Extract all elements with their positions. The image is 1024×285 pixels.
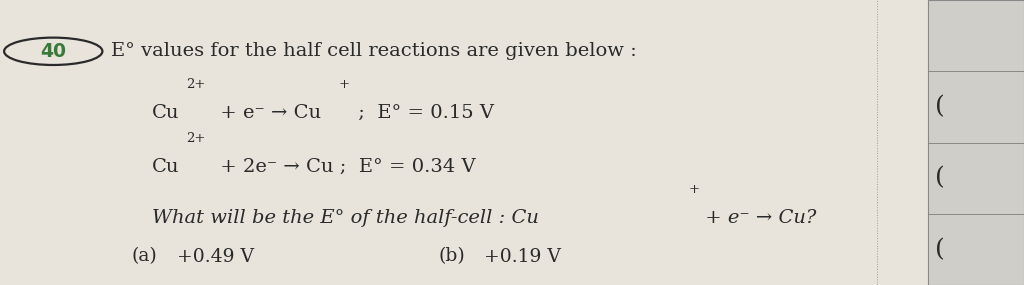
- Text: +: +: [688, 183, 699, 196]
- Text: (b): (b): [438, 247, 465, 266]
- Text: 40: 40: [40, 42, 67, 61]
- Text: +: +: [339, 78, 350, 91]
- Text: (: (: [935, 167, 945, 190]
- Text: 2+: 2+: [186, 78, 206, 91]
- Text: + 2e⁻ → Cu ;  E° = 0.34 V: + 2e⁻ → Cu ; E° = 0.34 V: [214, 158, 475, 176]
- Text: + e⁻ → Cu?: + e⁻ → Cu?: [699, 209, 817, 227]
- Circle shape: [4, 38, 102, 65]
- Text: Cu: Cu: [152, 103, 179, 122]
- Text: +0.19 V: +0.19 V: [484, 247, 561, 266]
- Text: +0.49 V: +0.49 V: [177, 247, 254, 266]
- Text: (: (: [935, 238, 945, 261]
- Text: 2+: 2+: [186, 132, 206, 145]
- Text: E° values for the half cell reactions are given below :: E° values for the half cell reactions ar…: [111, 42, 636, 60]
- Text: Cu: Cu: [152, 158, 179, 176]
- Text: + e⁻ → Cu: + e⁻ → Cu: [214, 103, 322, 122]
- Text: (a): (a): [131, 247, 157, 266]
- FancyBboxPatch shape: [928, 0, 1024, 285]
- Text: (: (: [935, 95, 945, 118]
- Text: What will be the E° of the half-cell : Cu: What will be the E° of the half-cell : C…: [152, 209, 539, 227]
- Text: ;  E° = 0.15 V: ; E° = 0.15 V: [352, 103, 495, 122]
